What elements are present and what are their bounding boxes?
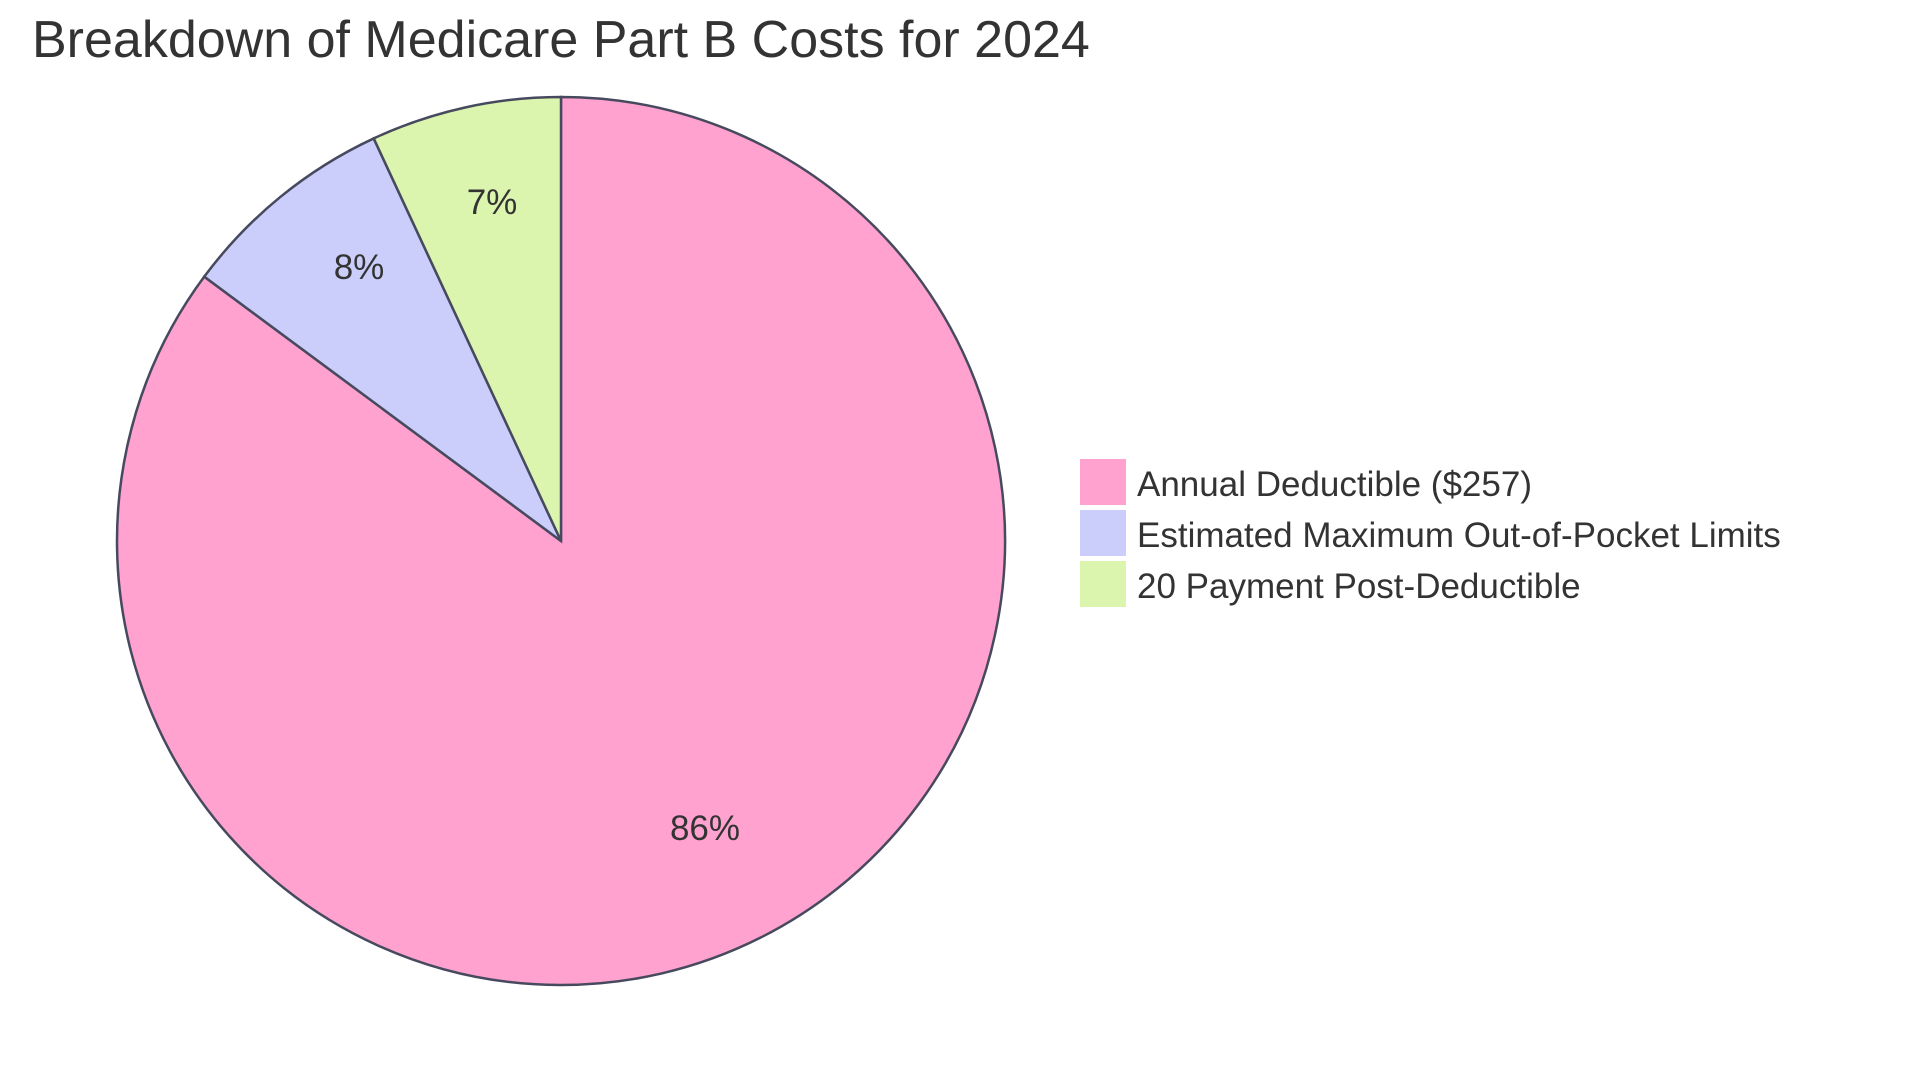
svg-text:7%: 7% (467, 183, 518, 222)
svg-text:86%: 86% (670, 809, 740, 848)
svg-text:8%: 8% (334, 248, 385, 287)
